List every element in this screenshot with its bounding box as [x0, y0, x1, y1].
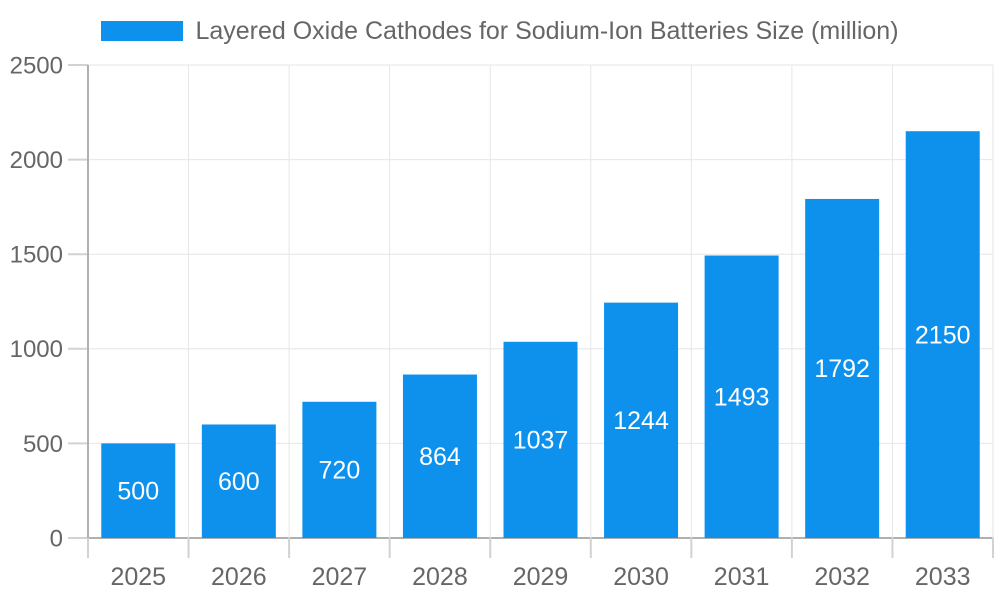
bar-value-label: 2150	[915, 321, 971, 349]
y-tick-label: 2000	[10, 147, 63, 174]
y-tick-label: 0	[50, 525, 63, 552]
bar	[805, 198, 880, 538]
bar-value-label: 720	[319, 457, 361, 485]
bar	[302, 401, 377, 538]
chart-legend[interactable]: Layered Oxide Cathodes for Sodium-Ion Ba…	[0, 16, 1000, 46]
bar	[704, 255, 779, 538]
legend-swatch[interactable]	[101, 21, 184, 41]
x-tick-label: 2030	[613, 563, 669, 591]
x-tick-label: 2025	[110, 563, 166, 591]
x-tick-label: 2033	[915, 563, 971, 591]
bar-value-label: 1493	[714, 384, 770, 412]
bar-value-label: 1244	[613, 407, 669, 435]
bar	[604, 302, 679, 538]
x-tick-label: 2032	[814, 563, 870, 591]
y-tick-label: 1000	[10, 336, 63, 363]
y-tick-label: 500	[23, 431, 63, 458]
x-tick-label: 2026	[211, 563, 267, 591]
bar-value-label: 1792	[814, 355, 870, 383]
bar	[402, 374, 477, 538]
bar-value-label: 864	[419, 443, 461, 471]
x-tick-label: 2031	[714, 563, 770, 591]
x-tick-label: 2028	[412, 563, 468, 591]
x-tick-label: 2027	[312, 563, 368, 591]
bar-value-label: 500	[117, 477, 159, 505]
bar	[201, 424, 276, 538]
legend-label[interactable]: Layered Oxide Cathodes for Sodium-Ion Ba…	[195, 16, 899, 45]
bar	[905, 131, 980, 538]
bar-value-label: 600	[218, 468, 260, 496]
bar	[101, 443, 176, 538]
y-tick-label: 1500	[10, 242, 63, 269]
y-tick-label: 2500	[10, 52, 63, 79]
bar-value-label: 1037	[513, 427, 569, 455]
bar	[503, 341, 578, 538]
x-tick-label: 2029	[513, 563, 569, 591]
